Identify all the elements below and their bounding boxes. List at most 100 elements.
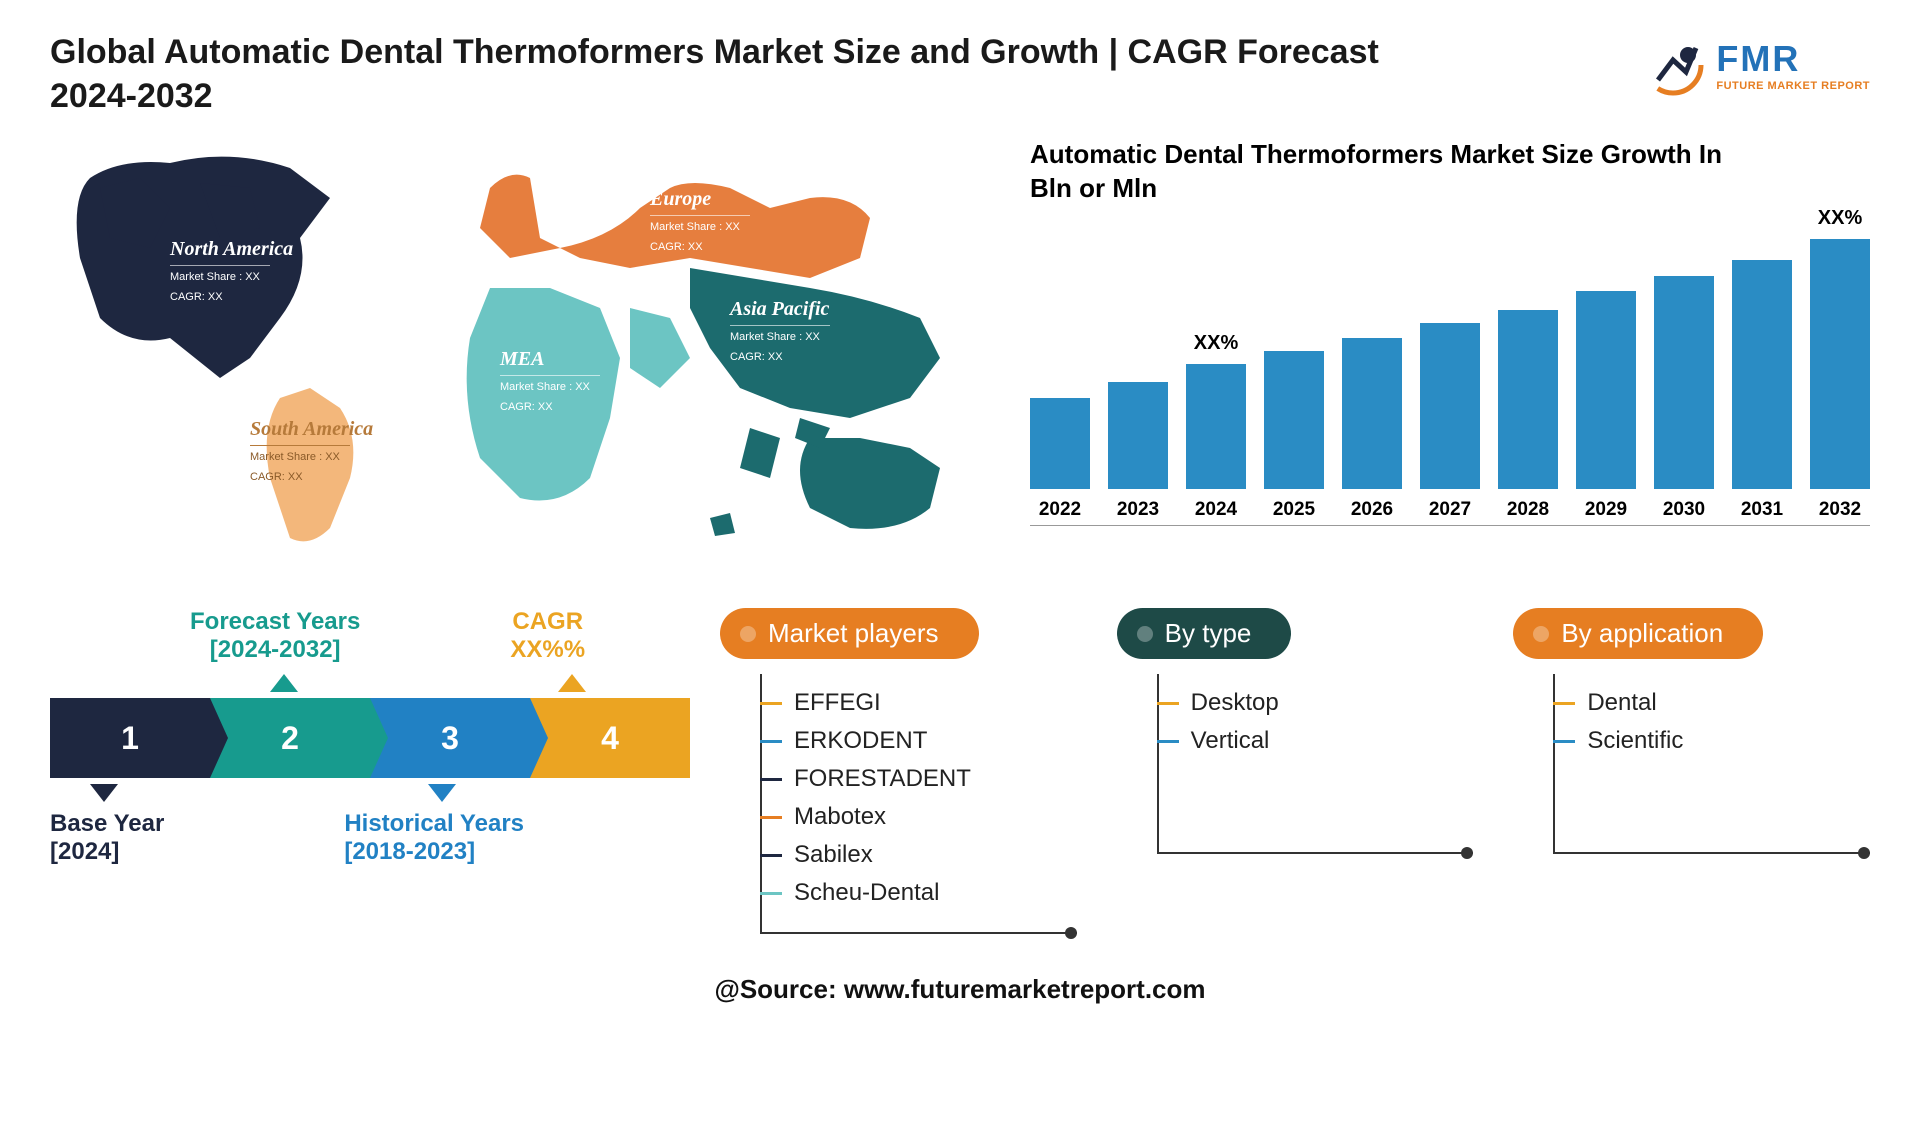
base-value: [2024] [50, 838, 164, 866]
segment-item-text: Desktop [1191, 689, 1279, 717]
bar-col: 2025 [1264, 351, 1324, 521]
segment-item: Scientific [1555, 727, 1870, 755]
bar [1264, 351, 1324, 489]
segment-item: Vertical [1159, 727, 1474, 755]
arrow-up-icon [558, 674, 586, 692]
hist-text: Historical Years [344, 810, 524, 838]
tick-icon [760, 778, 782, 781]
bottom-row: Forecast Years [2024-2032] CAGR XX%% 1 2… [50, 608, 1870, 934]
arrow-down-icon [428, 784, 456, 802]
tick-icon [760, 854, 782, 857]
base-year-label: Base Year [2024] [50, 810, 164, 866]
segment-item: Dental [1555, 689, 1870, 717]
arrow-up-icon [270, 674, 298, 692]
bar-col: 2027 [1420, 323, 1480, 521]
tick-icon [1553, 740, 1575, 743]
timeline-seg-4: 4 [530, 698, 690, 778]
segment-header: By application [1513, 608, 1763, 659]
segment-item: FORESTADENT [762, 765, 1077, 793]
segment-body: Desktop Vertical [1157, 674, 1474, 854]
segments-container: Market players EFFEGI ERKODENT FORESTADENT M… [720, 608, 1870, 934]
tick-icon [760, 702, 782, 705]
bar-year-label: 2028 [1507, 499, 1549, 521]
segment-item: Scheu-Dental [762, 879, 1077, 907]
region-share: Market Share : XX [730, 330, 830, 345]
tick-icon [1553, 702, 1575, 705]
region-cagr: CAGR: XX [650, 240, 750, 255]
timeline-seg-2: 2 [210, 698, 370, 778]
bar [1732, 260, 1792, 489]
tick-icon [760, 740, 782, 743]
segment-body: Dental Scientific [1553, 674, 1870, 854]
bar-year-label: 2025 [1273, 499, 1315, 521]
segment-item-text: ERKODENT [794, 727, 927, 755]
bar-col: XX%2032 [1810, 239, 1870, 521]
chart-title: Automatic Dental Thermoformers Market Si… [1030, 138, 1870, 206]
dot-icon [1137, 626, 1153, 642]
forecast-range: [2024-2032] [190, 636, 360, 664]
bar-top-label: XX% [1818, 207, 1862, 230]
region-asia-pacific: Asia Pacific Market Share : XX CAGR: XX [730, 298, 830, 365]
segment-header: By type [1117, 608, 1292, 659]
segment-item: Desktop [1159, 689, 1474, 717]
region-share: Market Share : XX [650, 220, 750, 235]
cagr-value: XX%% [510, 636, 585, 664]
segment-box: Market players EFFEGI ERKODENT FORESTADENT M… [720, 608, 1077, 934]
segment-item-text: Scheu-Dental [794, 879, 939, 907]
bar-year-label: 2030 [1663, 499, 1705, 521]
cagr-text: CAGR [510, 608, 585, 636]
segment-item-text: Vertical [1191, 727, 1270, 755]
bar-year-label: 2027 [1429, 499, 1471, 521]
bar [1498, 310, 1558, 489]
forecast-label: Forecast Years [2024-2032] [190, 608, 360, 664]
bar-year-label: 2032 [1819, 499, 1861, 521]
dot-icon [1533, 626, 1549, 642]
timeline: Forecast Years [2024-2032] CAGR XX%% 1 2… [50, 608, 690, 866]
cagr-label: CAGR XX%% [510, 608, 585, 664]
logo-icon [1638, 30, 1708, 100]
forecast-text: Forecast Years [190, 608, 360, 636]
segment-item-text: FORESTADENT [794, 765, 971, 793]
tick-icon [760, 892, 782, 895]
bar-col: XX%2024 [1186, 364, 1246, 521]
region-south-america: South America Market Share : XX CAGR: XX [250, 418, 373, 485]
arrow-down-icon [90, 784, 118, 802]
logo: FMR FUTURE MARKET REPORT [1638, 30, 1870, 100]
region-europe: Europe Market Share : XX CAGR: XX [650, 188, 750, 255]
region-cagr: CAGR: XX [170, 290, 293, 305]
timeline-seg-1: 1 [50, 698, 210, 778]
segment-item: Mabotex [762, 803, 1077, 831]
bar [1108, 382, 1168, 489]
bar-col: 2022 [1030, 398, 1090, 521]
segment-title: By application [1561, 618, 1723, 649]
segment-item-text: Scientific [1587, 727, 1683, 755]
segment-item-text: Sabilex [794, 841, 873, 869]
bar [1654, 276, 1714, 489]
segment-header: Market players [720, 608, 979, 659]
bar-col: 2029 [1576, 291, 1636, 521]
bar-top-label: XX% [1194, 332, 1238, 355]
bar-col: 2030 [1654, 276, 1714, 521]
segment-body: EFFEGI ERKODENT FORESTADENT Mabotex Sabilex S… [760, 674, 1077, 934]
region-label: Asia Pacific [730, 298, 830, 321]
bar-col: 2026 [1342, 338, 1402, 521]
region-cagr: CAGR: XX [250, 470, 373, 485]
region-label: MEA [500, 348, 600, 371]
region-share: Market Share : XX [250, 450, 373, 465]
bar [1030, 398, 1090, 489]
bar [1810, 239, 1870, 489]
region-cagr: CAGR: XX [500, 400, 600, 415]
segment-item-text: Mabotex [794, 803, 886, 831]
logo-text-main: FMR [1716, 38, 1870, 80]
logo-text-sub: FUTURE MARKET REPORT [1716, 80, 1870, 92]
base-text: Base Year [50, 810, 164, 838]
region-share: Market Share : XX [500, 380, 600, 395]
tick-icon [1157, 740, 1179, 743]
bar-year-label: 2023 [1117, 499, 1159, 521]
region-label: Europe [650, 188, 750, 211]
bar [1576, 291, 1636, 489]
bar [1186, 364, 1246, 489]
region-mea: MEA Market Share : XX CAGR: XX [500, 348, 600, 415]
segment-item-text: Dental [1587, 689, 1656, 717]
segment-item: EFFEGI [762, 689, 1077, 717]
